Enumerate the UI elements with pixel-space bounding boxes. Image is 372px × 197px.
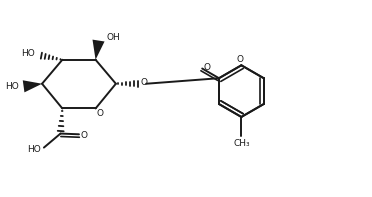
Text: OH: OH xyxy=(107,33,121,43)
Text: CH₃: CH₃ xyxy=(233,139,250,148)
Polygon shape xyxy=(23,80,42,92)
Text: HO: HO xyxy=(21,49,35,58)
Polygon shape xyxy=(93,40,105,60)
Text: O: O xyxy=(80,131,87,139)
Text: O: O xyxy=(236,55,243,63)
Text: O: O xyxy=(141,78,148,87)
Text: HO: HO xyxy=(5,82,19,91)
Text: HO: HO xyxy=(27,145,41,154)
Text: O: O xyxy=(204,63,211,72)
Text: O: O xyxy=(96,109,103,118)
